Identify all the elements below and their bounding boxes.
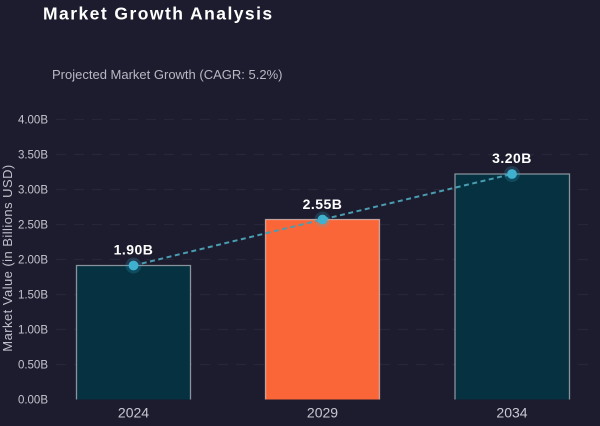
svg-text:3.50B: 3.50B [18, 150, 48, 162]
svg-text:0.00B: 0.00B [18, 395, 48, 407]
svg-text:1.00B: 1.00B [18, 325, 48, 337]
svg-text:2029: 2029 [307, 405, 338, 421]
svg-text:1.50B: 1.50B [18, 290, 48, 302]
svg-text:2.00B: 2.00B [18, 255, 48, 267]
svg-text:3.00B: 3.00B [18, 185, 48, 197]
svg-text:2.50B: 2.50B [18, 220, 48, 232]
svg-text:2034: 2034 [496, 405, 527, 421]
svg-text:Market Growth Analysis: Market Growth Analysis [43, 4, 274, 24]
svg-text:2024: 2024 [118, 405, 149, 421]
svg-text:1.90B: 1.90B [114, 242, 154, 258]
svg-text:3.20B: 3.20B [492, 150, 532, 166]
svg-text:0.50B: 0.50B [18, 360, 48, 372]
svg-text:Projected Market Growth (CAGR:: Projected Market Growth (CAGR: 5.2%) [52, 67, 282, 82]
svg-text:4.00B: 4.00B [18, 115, 48, 127]
svg-text:Market Value (in Billions USD): Market Value (in Billions USD) [0, 164, 15, 351]
svg-text:2.55B: 2.55B [303, 196, 343, 212]
